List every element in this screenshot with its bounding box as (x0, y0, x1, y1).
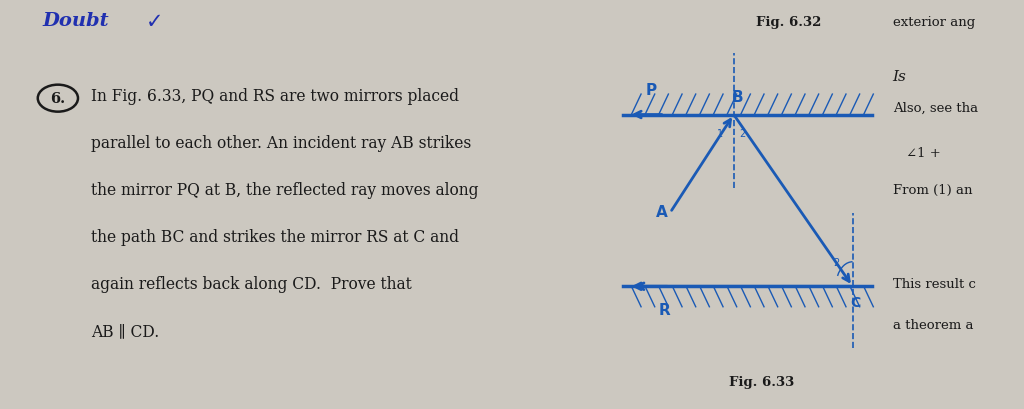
Text: 2: 2 (739, 129, 745, 139)
Text: R: R (658, 303, 671, 318)
Text: This result c: This result c (893, 278, 976, 291)
Text: a theorem a: a theorem a (893, 319, 973, 332)
Text: 1: 1 (717, 129, 723, 139)
Text: A: A (656, 205, 668, 220)
Text: AB ∥ CD.: AB ∥ CD. (91, 323, 160, 340)
Text: In Fig. 6.33, PQ and RS are two mirrors placed: In Fig. 6.33, PQ and RS are two mirrors … (91, 88, 460, 105)
Text: exterior ang: exterior ang (893, 16, 975, 29)
Text: Doubt: Doubt (43, 12, 110, 30)
Text: Fig. 6.33: Fig. 6.33 (729, 375, 794, 389)
Text: From (1) an: From (1) an (893, 184, 972, 197)
Text: B: B (732, 90, 743, 105)
Text: parallel to each other. An incident ray AB strikes: parallel to each other. An incident ray … (91, 135, 472, 152)
Text: ✓: ✓ (146, 12, 164, 32)
Text: again reflects back along CD.  Prove that: again reflects back along CD. Prove that (91, 276, 412, 293)
Text: the path BC and strikes the mirror RS at C and: the path BC and strikes the mirror RS at… (91, 229, 460, 246)
Text: 6.: 6. (50, 92, 66, 106)
Text: Fig. 6.32: Fig. 6.32 (757, 16, 821, 29)
Text: Is: Is (893, 70, 906, 83)
Text: P: P (645, 83, 656, 98)
Text: Also, see tha: Also, see tha (893, 102, 978, 115)
Text: the mirror PQ at B, the reflected ray moves along: the mirror PQ at B, the reflected ray mo… (91, 182, 479, 199)
Text: ∠1 +: ∠1 + (906, 147, 941, 160)
Text: C: C (850, 296, 860, 310)
Text: 2: 2 (833, 258, 839, 268)
